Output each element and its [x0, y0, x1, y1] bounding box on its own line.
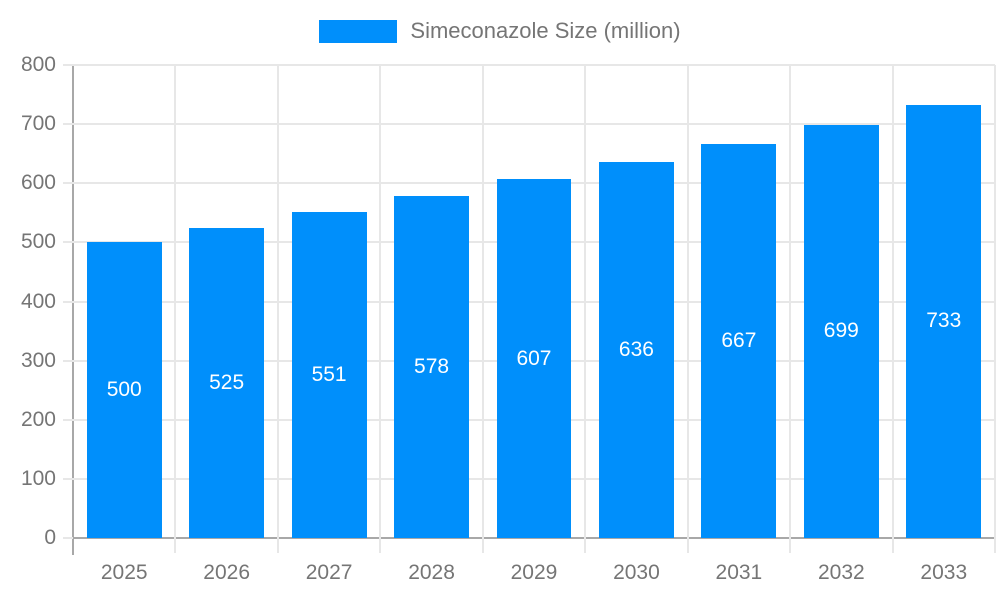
x-axis-tick — [891, 538, 894, 553]
bar-value-label: 607 — [516, 346, 552, 370]
y-tick-label: 100 — [20, 466, 56, 490]
bar: 525 — [189, 227, 265, 538]
legend-swatch-icon — [319, 19, 398, 43]
y-axis-tick — [63, 537, 73, 539]
h-gridline — [73, 64, 995, 66]
x-axis-tick — [174, 538, 177, 553]
x-tick-label: 2029 — [510, 561, 558, 584]
x-tick-label: 2032 — [817, 561, 865, 584]
v-gridline — [379, 65, 382, 538]
v-gridline — [276, 65, 279, 538]
y-axis-tick — [63, 64, 73, 66]
x-tick-label: 2030 — [613, 561, 660, 584]
x-tick-label: 2033 — [920, 561, 968, 584]
y-axis-tick — [63, 300, 73, 303]
v-gridline — [686, 65, 689, 538]
bar: 699 — [803, 124, 879, 538]
bar: 500 — [86, 242, 162, 538]
x-axis-tick — [379, 538, 382, 553]
x-axis-tick — [994, 538, 996, 553]
x-tick-label: 2027 — [305, 561, 353, 584]
bar-value-label: 667 — [721, 328, 757, 352]
bar-value-label: 525 — [209, 370, 245, 394]
y-axis-line — [72, 65, 74, 555]
x-axis-tick — [584, 538, 587, 553]
bar-value-label: 500 — [106, 378, 142, 402]
bar-value-label: 733 — [926, 309, 962, 333]
v-gridline — [891, 65, 894, 538]
x-tick-label: 2031 — [715, 561, 763, 584]
y-axis-tick — [63, 241, 73, 244]
y-tick-label: 600 — [20, 171, 56, 195]
y-axis-tick — [63, 477, 73, 480]
v-gridline — [174, 65, 177, 538]
h-gridline — [73, 123, 995, 126]
x-axis-tick — [481, 538, 484, 553]
y-axis-tick — [63, 359, 73, 362]
y-tick-label: 400 — [20, 289, 56, 313]
bar: 667 — [701, 143, 777, 538]
y-tick-label: 300 — [20, 348, 56, 372]
v-gridline — [789, 65, 792, 538]
x-axis-line — [73, 537, 995, 539]
y-tick-label: 500 — [20, 230, 56, 254]
v-gridline — [994, 65, 996, 538]
y-axis-tick — [63, 418, 73, 421]
bar: 733 — [906, 104, 982, 538]
x-tick-label: 2028 — [408, 561, 455, 584]
bar: 578 — [394, 196, 469, 538]
y-axis-tick — [63, 123, 73, 126]
legend: Simeconazole Size (million) — [0, 18, 1000, 44]
y-tick-label: 700 — [20, 112, 56, 136]
x-axis-tick — [686, 538, 689, 553]
y-tick-label: 200 — [20, 407, 56, 431]
x-axis-tick — [276, 538, 279, 553]
bar-value-label: 578 — [414, 355, 450, 379]
bar: 607 — [496, 179, 572, 538]
legend-label: Simeconazole Size (million) — [410, 18, 681, 43]
x-axis-tick — [789, 538, 792, 553]
v-gridline — [481, 65, 484, 538]
plot-area: 500 525 551 578 607 636 667 699 733 — [73, 64, 996, 538]
bar-value-label: 636 — [618, 337, 654, 361]
v-gridline — [584, 65, 587, 538]
y-tick-label: 800 — [20, 53, 56, 76]
y-tick-label: 0 — [44, 526, 56, 549]
bar-value-label: 551 — [311, 363, 347, 387]
bar: 636 — [599, 161, 674, 538]
x-tick-label: 2026 — [203, 561, 251, 584]
y-axis-tick — [63, 182, 73, 185]
bar: 551 — [291, 212, 367, 538]
x-tick-label: 2025 — [100, 561, 148, 584]
bar-value-label: 699 — [823, 319, 859, 343]
